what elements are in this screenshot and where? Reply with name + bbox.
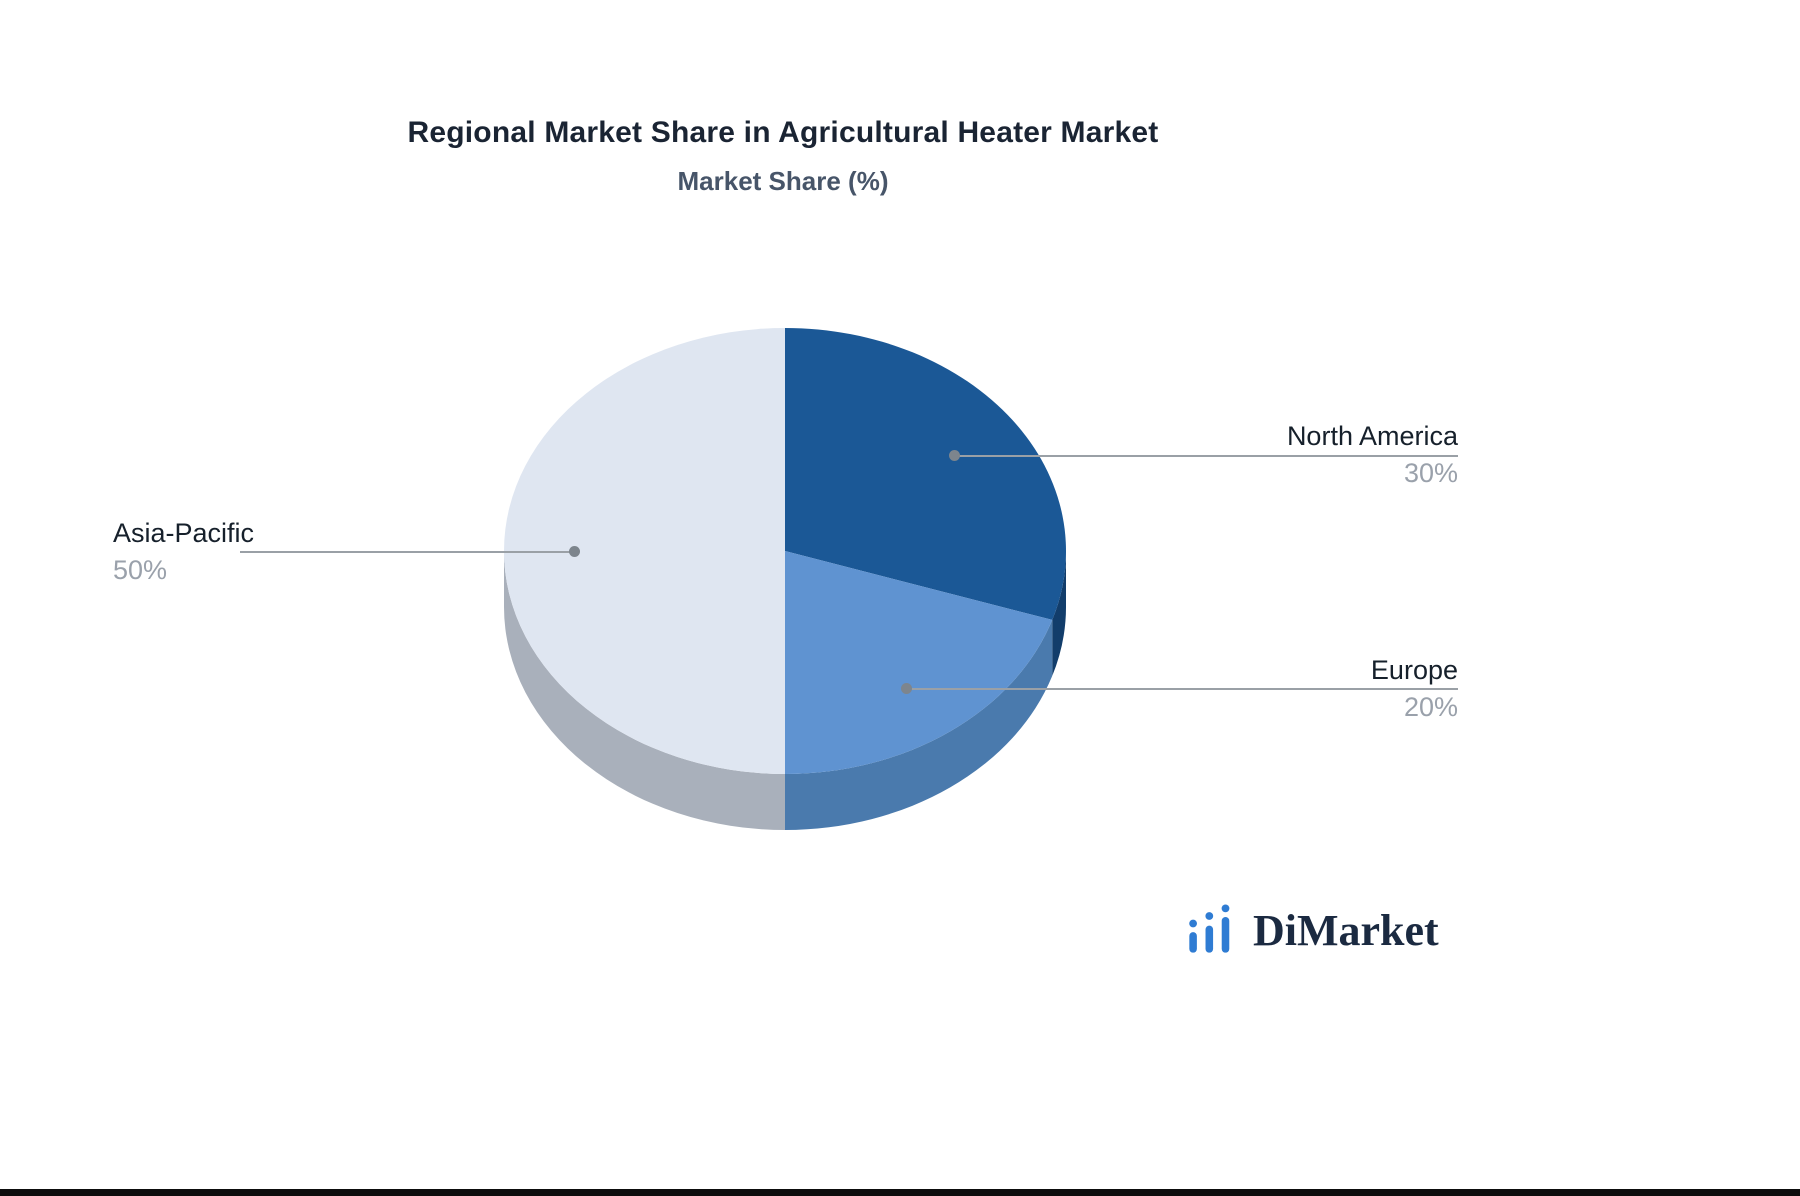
pie-depth-north-america xyxy=(1052,551,1066,676)
slice-value-asia-pacific: 50% xyxy=(113,555,168,585)
chart-subtitle: Market Share (%) xyxy=(677,166,889,196)
brand-name: DiMarket xyxy=(1253,905,1439,955)
brand-logo: DiMarket xyxy=(1185,903,1439,957)
leader-line-asia-pacific xyxy=(240,551,575,553)
pie-slice-north-america[interactable] xyxy=(785,328,1066,620)
pie-slice-europe[interactable] xyxy=(785,551,1053,774)
slice-label-europe: Europe xyxy=(1370,655,1458,685)
leader-dot-asia-pacific xyxy=(569,546,580,557)
slice-value-north-america: 30% xyxy=(1403,458,1458,488)
leader-line-north-america xyxy=(955,455,1458,457)
bottom-border xyxy=(0,1189,1800,1196)
pie-depth-europe xyxy=(785,619,1053,830)
chart-title: Regional Market Share in Agricultural He… xyxy=(407,116,1159,149)
leader-dot-europe xyxy=(901,683,912,694)
leader-dot-north-america xyxy=(949,450,960,461)
slice-label-asia-pacific: Asia-Pacific xyxy=(113,518,255,548)
leader-line-europe xyxy=(907,688,1458,690)
pie-depth-asia-pacific xyxy=(504,551,785,830)
slice-value-europe: 20% xyxy=(1403,692,1458,722)
slice-label-north-america: North America xyxy=(1286,421,1458,451)
pie-slice-asia-pacific[interactable] xyxy=(504,328,785,774)
bar-chart-icon xyxy=(1189,904,1230,953)
